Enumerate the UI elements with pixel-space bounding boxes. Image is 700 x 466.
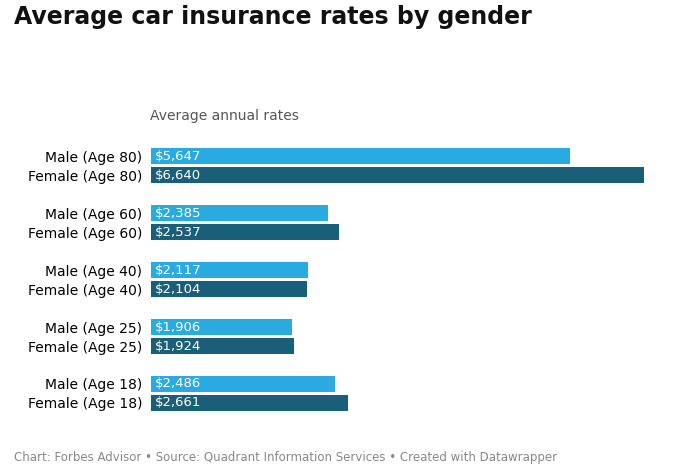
- Text: $2,537: $2,537: [155, 226, 202, 239]
- Bar: [150, 167, 644, 183]
- Bar: [150, 224, 340, 240]
- Text: $2,117: $2,117: [155, 264, 202, 277]
- Bar: [150, 319, 293, 335]
- Bar: [150, 281, 307, 297]
- Text: $2,385: $2,385: [155, 207, 202, 219]
- Text: Chart: Forbes Advisor • Source: Quadrant Information Services • Created with Dat: Chart: Forbes Advisor • Source: Quadrant…: [14, 451, 557, 464]
- Text: Average car insurance rates by gender: Average car insurance rates by gender: [14, 5, 532, 29]
- Text: $1,906: $1,906: [155, 321, 201, 334]
- Bar: [150, 148, 570, 164]
- Bar: [150, 338, 293, 354]
- Bar: [150, 205, 328, 221]
- Text: $1,924: $1,924: [155, 340, 202, 352]
- Text: $6,640: $6,640: [155, 169, 201, 182]
- Text: $5,647: $5,647: [155, 150, 202, 163]
- Text: Average annual rates: Average annual rates: [150, 110, 300, 123]
- Text: $2,104: $2,104: [155, 282, 202, 295]
- Text: $2,486: $2,486: [155, 377, 201, 391]
- Bar: [150, 395, 349, 411]
- Bar: [150, 376, 335, 392]
- Text: $2,661: $2,661: [155, 397, 202, 410]
- Bar: [150, 262, 308, 278]
